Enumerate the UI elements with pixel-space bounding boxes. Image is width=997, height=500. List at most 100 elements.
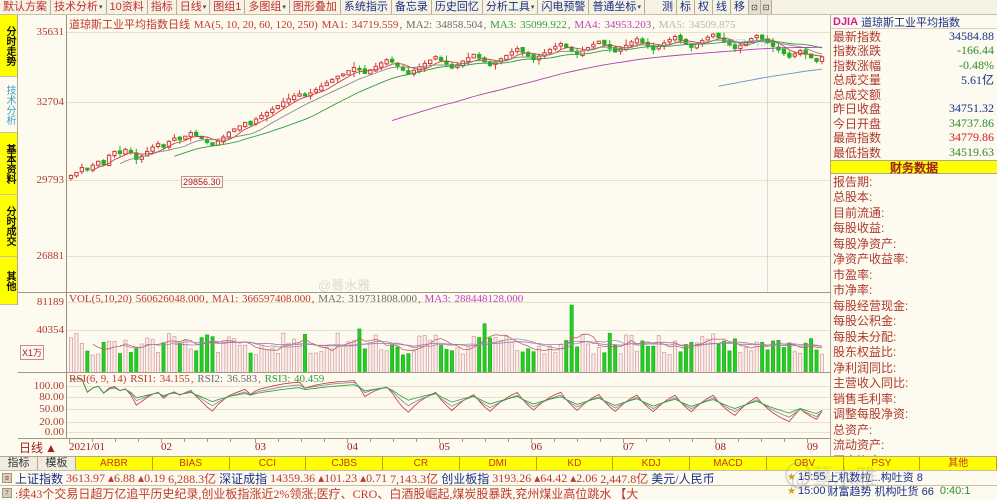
menu-item-0[interactable]: 默认方案 [0, 0, 51, 14]
quote-panel: DJIA 道琼斯工业平均指数 最新指数 34584.88 指数涨跌 -166.44 指数… [830, 15, 997, 470]
financial-row: 调整每股净资: [833, 407, 909, 422]
date-tick [531, 439, 532, 443]
ma-line-10 [119, 39, 823, 165]
menu-item-18[interactable]: 移 [730, 0, 749, 14]
news-alert-panel[interactable]: ★ 15:55 上机数拉...构吐资 8 ★ 15:00 财富趋势 机构吐货 6… [787, 470, 997, 500]
date-minor-tick [554, 439, 555, 442]
rsi-plot[interactable] [67, 373, 830, 438]
sidebar-item-3[interactable]: 分时成交 [0, 195, 17, 257]
date-minor-tick [393, 439, 394, 442]
menu-square-icon-0[interactable]: ⊡ [748, 0, 761, 14]
ticker-num-14: ▴2.06 [570, 470, 598, 485]
ticker-name-6[interactable]: 深证成指 [219, 471, 268, 486]
menu-item-12[interactable]: 闪电预警 [538, 0, 590, 14]
news-icon[interactable]: 7 [2, 488, 12, 498]
news-time-2: 15:00 [797, 485, 826, 497]
axis-tick-label: 40354 [36, 324, 65, 336]
menu-item-6[interactable]: 多图组 [245, 0, 290, 14]
menu-item-8[interactable]: 系统指示 [340, 0, 392, 14]
menu-item-16[interactable]: 权 [694, 0, 713, 14]
gridline [67, 302, 830, 303]
quote-row: 指数涨跌 -166.44 [831, 43, 997, 58]
menu-item-17[interactable]: 线 [712, 0, 731, 14]
menu-item-15[interactable]: 标 [676, 0, 695, 14]
quote-row: 总成交量 5.61亿 [831, 73, 997, 88]
sidebar-item-0[interactable]: 分时走势 [0, 15, 17, 77]
quote-symbol-code: DJIA [833, 15, 859, 28]
financial-row: 总资产: [833, 422, 873, 437]
indicator-item-5[interactable]: DMI [459, 457, 537, 470]
volume-panel[interactable]: 81189 40354 VOL(5,10,20) 560626048.000, M… [18, 292, 830, 372]
financial-row: 主营收入同比: [833, 376, 909, 391]
rsi-panel[interactable]: 100.00 80.00 50.00 20.00 0.00 RSI(6, 9, 14) … [18, 372, 830, 438]
axis-tick-label: 81189 [36, 296, 64, 308]
date-tick [715, 439, 716, 443]
menu-item-7[interactable]: 图形叠加 [289, 0, 341, 14]
gridline [67, 422, 830, 423]
menu-item-2[interactable]: 10资料 [106, 0, 148, 14]
quote-row-value: 34519.63 [949, 144, 994, 159]
sidebar-item-1[interactable]: 技术分析 [0, 77, 17, 133]
quote-row-label: 总成交量 [833, 73, 882, 88]
menu-item-1[interactable]: 技术分析 [51, 0, 107, 14]
menu-item-13[interactable]: 普通坐标 [589, 0, 645, 14]
axis-tick-label: 26881 [36, 250, 65, 262]
indicator-items[interactable]: ARBR BIAS CCI CJBS CR DMI KD KDJ MACD OBV PSY 其他 [76, 457, 997, 470]
date-minor-tick [761, 439, 762, 442]
news-alert-item[interactable]: ★ 15:55 上机数拉...构吐资 8 [787, 470, 997, 484]
ticker-name-11[interactable]: 创业板指 [441, 471, 490, 486]
news-text-2: 财富趋势 机构吐货 66 [827, 486, 934, 498]
ticker-name-16[interactable]: 美元/人民币 [651, 471, 715, 486]
sidebar-item-2[interactable]: 基本资料 [0, 133, 17, 195]
period-selector[interactable]: 日线 ▲ [18, 439, 66, 456]
axis-tick-label: 35631 [36, 26, 65, 38]
menu-square-icon-1[interactable]: ⊡ [760, 0, 773, 14]
indicator-toolbar[interactable]: 指标 模板 ARBR BIAS CCI CJBS CR DMI KD KDJ MACD OBV PS… [0, 456, 997, 470]
indicator-item-8[interactable]: MACD [690, 457, 767, 470]
menu-item-11[interactable]: 分析工具 [482, 0, 539, 14]
date-tick [439, 439, 440, 443]
chart-area[interactable]: 35631 32704 29793 26881 道琼斯工业平均指数日线 MA(5, 1… [18, 15, 877, 456]
indicator-item-10[interactable]: PSY [843, 457, 921, 470]
axis-tick-label: 50.00 [39, 403, 64, 415]
menu-item-3[interactable]: 指标 [147, 0, 177, 14]
quote-row-value: 5.61亿 [960, 73, 994, 88]
date-tick [807, 439, 808, 443]
low-price-annotation: 29856.30 [181, 176, 223, 188]
gridline [67, 397, 830, 398]
menu-item-10[interactable]: 历史回忆 [431, 0, 483, 14]
gridline [67, 432, 830, 433]
period-up-arrow-icon[interactable]: ▲ [45, 440, 57, 455]
ticker-num-4: ▴0.19 [138, 470, 166, 485]
ticker-num-15: 2,447.8亿 [600, 471, 649, 486]
menu-item-4[interactable]: 日线 [176, 0, 211, 14]
market-ticker-row: ₪ 上证指数 3613.97 ▴6.88 ▴0.19 6,288.3亿 深证成指 14359.… [0, 470, 997, 486]
news-time-1: 15:55 [797, 471, 826, 483]
menu-item-9[interactable]: 备忘录 [391, 0, 432, 14]
price-panel[interactable]: 35631 32704 29793 26881 道琼斯工业平均指数日线 MA(5, 1… [18, 15, 830, 292]
indicator-item-3[interactable]: CJBS [306, 457, 383, 470]
ticker-name-1[interactable]: 上证指数 [15, 471, 64, 486]
price-y-axis: 35631 32704 29793 26881 [18, 15, 67, 292]
news-alert-item[interactable]: ★ 15:00 财富趋势 机构吐货 66 0:40:1 [787, 484, 997, 498]
volume-plot[interactable] [67, 293, 830, 372]
indicator-item-6[interactable]: KD [536, 457, 614, 470]
indicator-item-1[interactable]: BIAS [152, 457, 230, 470]
quote-row-value: 34751.32 [949, 101, 994, 116]
menu-item-5[interactable]: 图组1 [210, 0, 246, 14]
price-plot[interactable] [67, 15, 830, 292]
indicator-item-4[interactable]: CR [383, 457, 460, 470]
quote-row-label: 最高指数 [833, 131, 882, 146]
indicator-item-2[interactable]: CCI [229, 457, 307, 470]
sidebar-item-4[interactable]: 其他 [0, 257, 17, 305]
axis-tick-label: 0.00 [44, 426, 64, 438]
indicator-label[interactable]: 指标 [0, 457, 38, 470]
indicator-item-11[interactable]: 其他 [920, 457, 997, 470]
stock-icon[interactable]: ₪ [2, 473, 12, 483]
indicator-item-9[interactable]: OBV [766, 457, 844, 470]
template-label[interactable]: 模板 [38, 457, 76, 470]
indicator-item-7[interactable]: KDJ [613, 457, 690, 470]
indicator-item-0[interactable]: ARBR [76, 457, 153, 470]
quote-row-value: -0.48% [959, 57, 994, 72]
menu-item-14[interactable]: 测 [658, 0, 677, 14]
